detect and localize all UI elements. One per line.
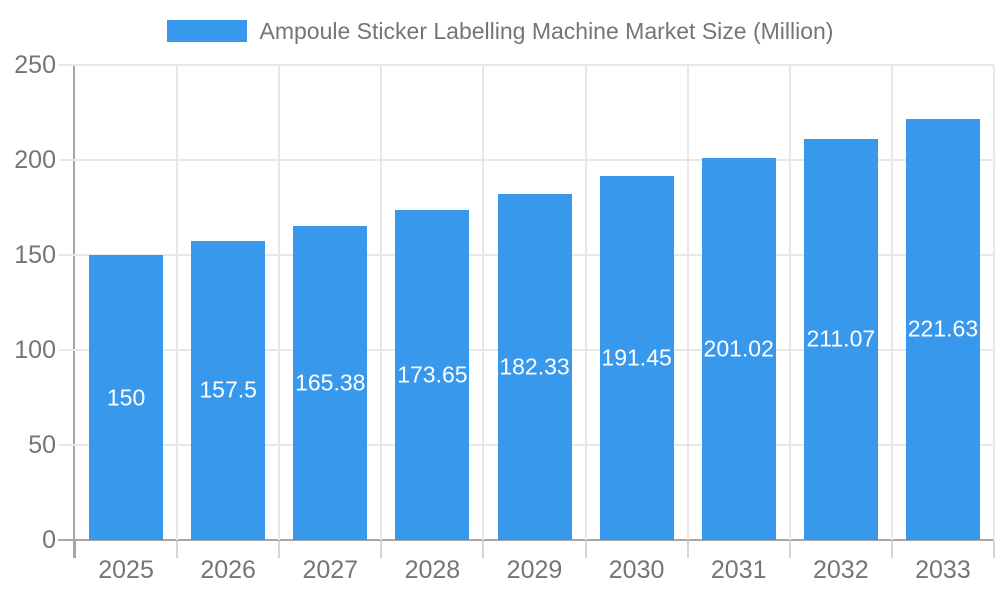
bar-2027: 165.38 — [293, 225, 368, 540]
x-gridline — [890, 65, 893, 540]
y-axis-line — [73, 65, 75, 558]
x-axis-tick-label: 2029 — [506, 556, 563, 584]
y-gridline — [59, 64, 994, 66]
bar-value-label: 191.45 — [601, 344, 672, 371]
x-axis-tick-label: 2030 — [608, 556, 665, 584]
x-gridline — [788, 65, 791, 540]
x-axis-tick — [176, 541, 179, 558]
bar-value-label: 201.02 — [703, 335, 774, 362]
y-axis-tick-label: 0 — [42, 526, 56, 554]
bar-2028: 173.65 — [395, 210, 470, 540]
x-axis-tick — [686, 541, 689, 558]
legend[interactable]: Ampoule Sticker Labelling Machine Market… — [0, 16, 1000, 46]
x-axis-tick-label: 2031 — [710, 556, 767, 584]
x-axis-tick-label: 2032 — [813, 556, 869, 584]
bar-value-label: 182.33 — [499, 353, 570, 380]
x-axis-tick — [993, 541, 995, 558]
bar-2026: 157.5 — [191, 240, 266, 540]
x-gridline — [482, 65, 485, 540]
x-gridline — [278, 65, 281, 540]
x-gridline — [380, 65, 383, 540]
y-axis-tick-label: 100 — [14, 336, 56, 364]
x-axis-tick — [74, 541, 76, 558]
x-gridline — [176, 65, 179, 540]
x-axis-tick-label: 2033 — [915, 556, 971, 584]
bar-value-label: 165.38 — [295, 369, 366, 396]
x-axis-tick-label: 2025 — [98, 556, 154, 584]
x-axis-tick — [278, 541, 281, 558]
bar-2029: 182.33 — [497, 193, 572, 540]
x-axis-tick — [890, 541, 893, 558]
plot-area: 150 157.5 165.38 173.65 182.33 191.45 201.02 21… — [59, 64, 995, 540]
x-axis-tick — [584, 541, 587, 558]
bar-2031: 201.02 — [701, 158, 776, 540]
x-gridline — [584, 65, 587, 540]
bar-2025: 150 — [89, 255, 164, 540]
bar-value-label: 173.65 — [397, 361, 468, 388]
bar-value-label: 221.63 — [907, 315, 979, 342]
bar-value-label: 157.5 — [199, 376, 257, 403]
bar-2030: 191.45 — [599, 176, 674, 540]
x-axis-tick-label: 2028 — [404, 556, 461, 584]
x-axis-line — [58, 539, 994, 541]
x-axis-tick-label: 2027 — [302, 556, 359, 584]
y-axis-tick-label: 50 — [28, 431, 56, 459]
y-axis-tick-label: 250 — [14, 51, 56, 79]
bar-value-label: 150 — [106, 384, 146, 410]
x-axis-tick-label: 2026 — [200, 556, 256, 584]
y-axis-tick-label: 150 — [14, 241, 56, 269]
y-gridline — [59, 159, 994, 161]
bar-value-label: 211.07 — [806, 325, 876, 352]
legend-swatch[interactable] — [166, 20, 247, 42]
x-axis-tick — [788, 541, 791, 558]
x-axis-tick — [380, 541, 383, 558]
y-axis-tick-label: 200 — [14, 146, 56, 174]
bar-2033: 221.63 — [905, 118, 980, 540]
x-gridline — [686, 65, 689, 540]
x-axis-tick — [482, 541, 485, 558]
bar-2032: 211.07 — [803, 138, 878, 540]
legend-label[interactable]: Ampoule Sticker Labelling Machine Market… — [259, 17, 834, 44]
x-gridline — [993, 65, 995, 540]
